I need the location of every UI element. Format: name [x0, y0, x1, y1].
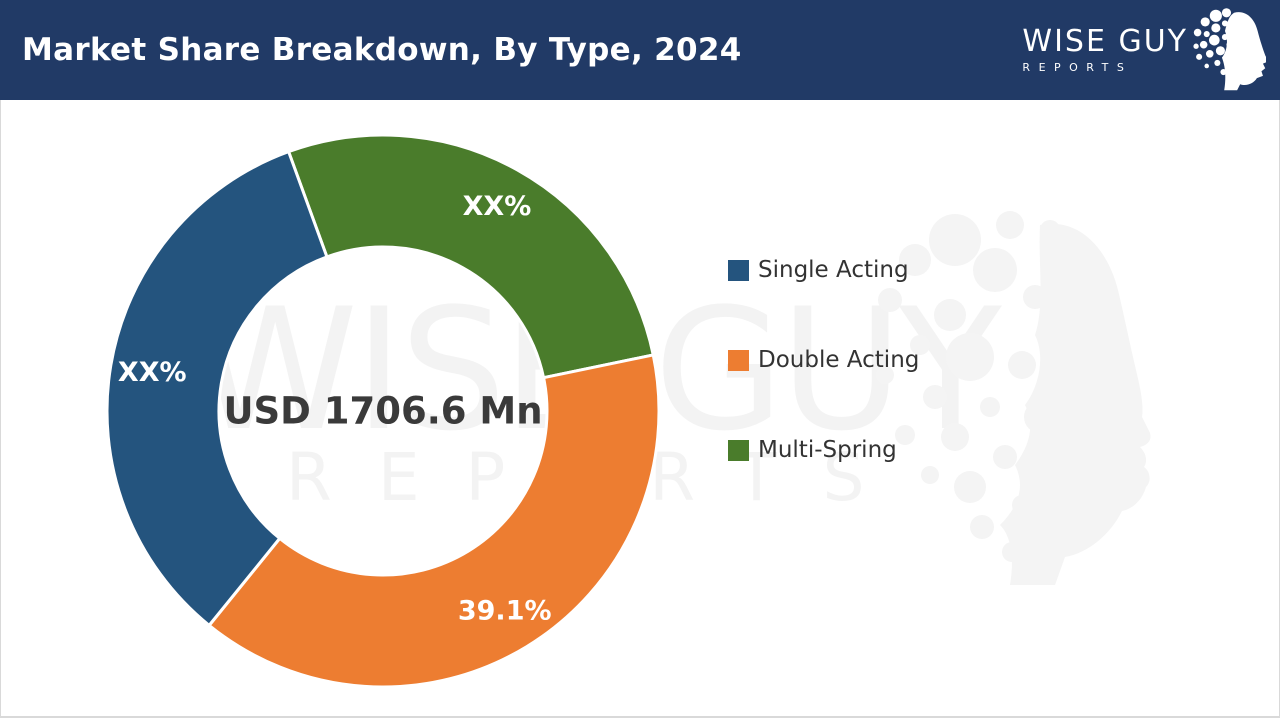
- legend-item-multi-spring: Multi-Spring: [728, 438, 919, 462]
- watermark-head-icon: [876, 211, 1151, 586]
- header-bar: Market Share Breakdown, By Type, 2024 WI…: [0, 0, 1280, 100]
- wise-guy-logo: WISE GUY REPORTS: [1022, 8, 1266, 92]
- donut-segment-multi-spring: [287, 133, 655, 380]
- bottom-border-line: [0, 716, 1280, 718]
- legend-item-single-acting: Single Acting: [728, 258, 919, 282]
- logo-head-icon: [1193, 8, 1266, 91]
- left-border-line: [0, 100, 1, 716]
- logo-text: WISE GUY REPORTS: [1022, 24, 1188, 75]
- page-title: Market Share Breakdown, By Type, 2024: [22, 32, 742, 68]
- donut-label-multi-spring: XX%: [463, 191, 532, 222]
- donut-segment-single-acting: [105, 150, 329, 627]
- donut-center-value: USD 1706.6 Mn: [223, 389, 543, 433]
- legend-swatch-multi-spring: [728, 439, 749, 461]
- logo-wordmark: WISE GUY: [1022, 24, 1188, 59]
- legend-label-double-acting: Double Acting: [758, 347, 920, 373]
- legend-label-single-acting: Single Acting: [758, 257, 909, 283]
- chart-legend: Single Acting Double Acting Multi-Spring: [728, 258, 919, 462]
- legend-swatch-double-acting: [728, 349, 749, 371]
- legend-swatch-single-acting: [728, 259, 749, 281]
- donut-label-double-acting: 39.1%: [458, 595, 552, 626]
- chart-area: WISE GUY REPORTS XX%39.1%XX% USD 1706.6 …: [0, 100, 1280, 720]
- donut-chart: XX% 39.1% XX%: [105, 133, 661, 689]
- donut-segment-double-acting: [207, 353, 661, 689]
- legend-item-double-acting: Double Acting: [728, 348, 919, 372]
- legend-label-multi-spring: Multi-Spring: [758, 437, 897, 463]
- donut-label-single-acting: XX%: [118, 357, 187, 388]
- logo-subtitle: REPORTS: [1022, 61, 1133, 74]
